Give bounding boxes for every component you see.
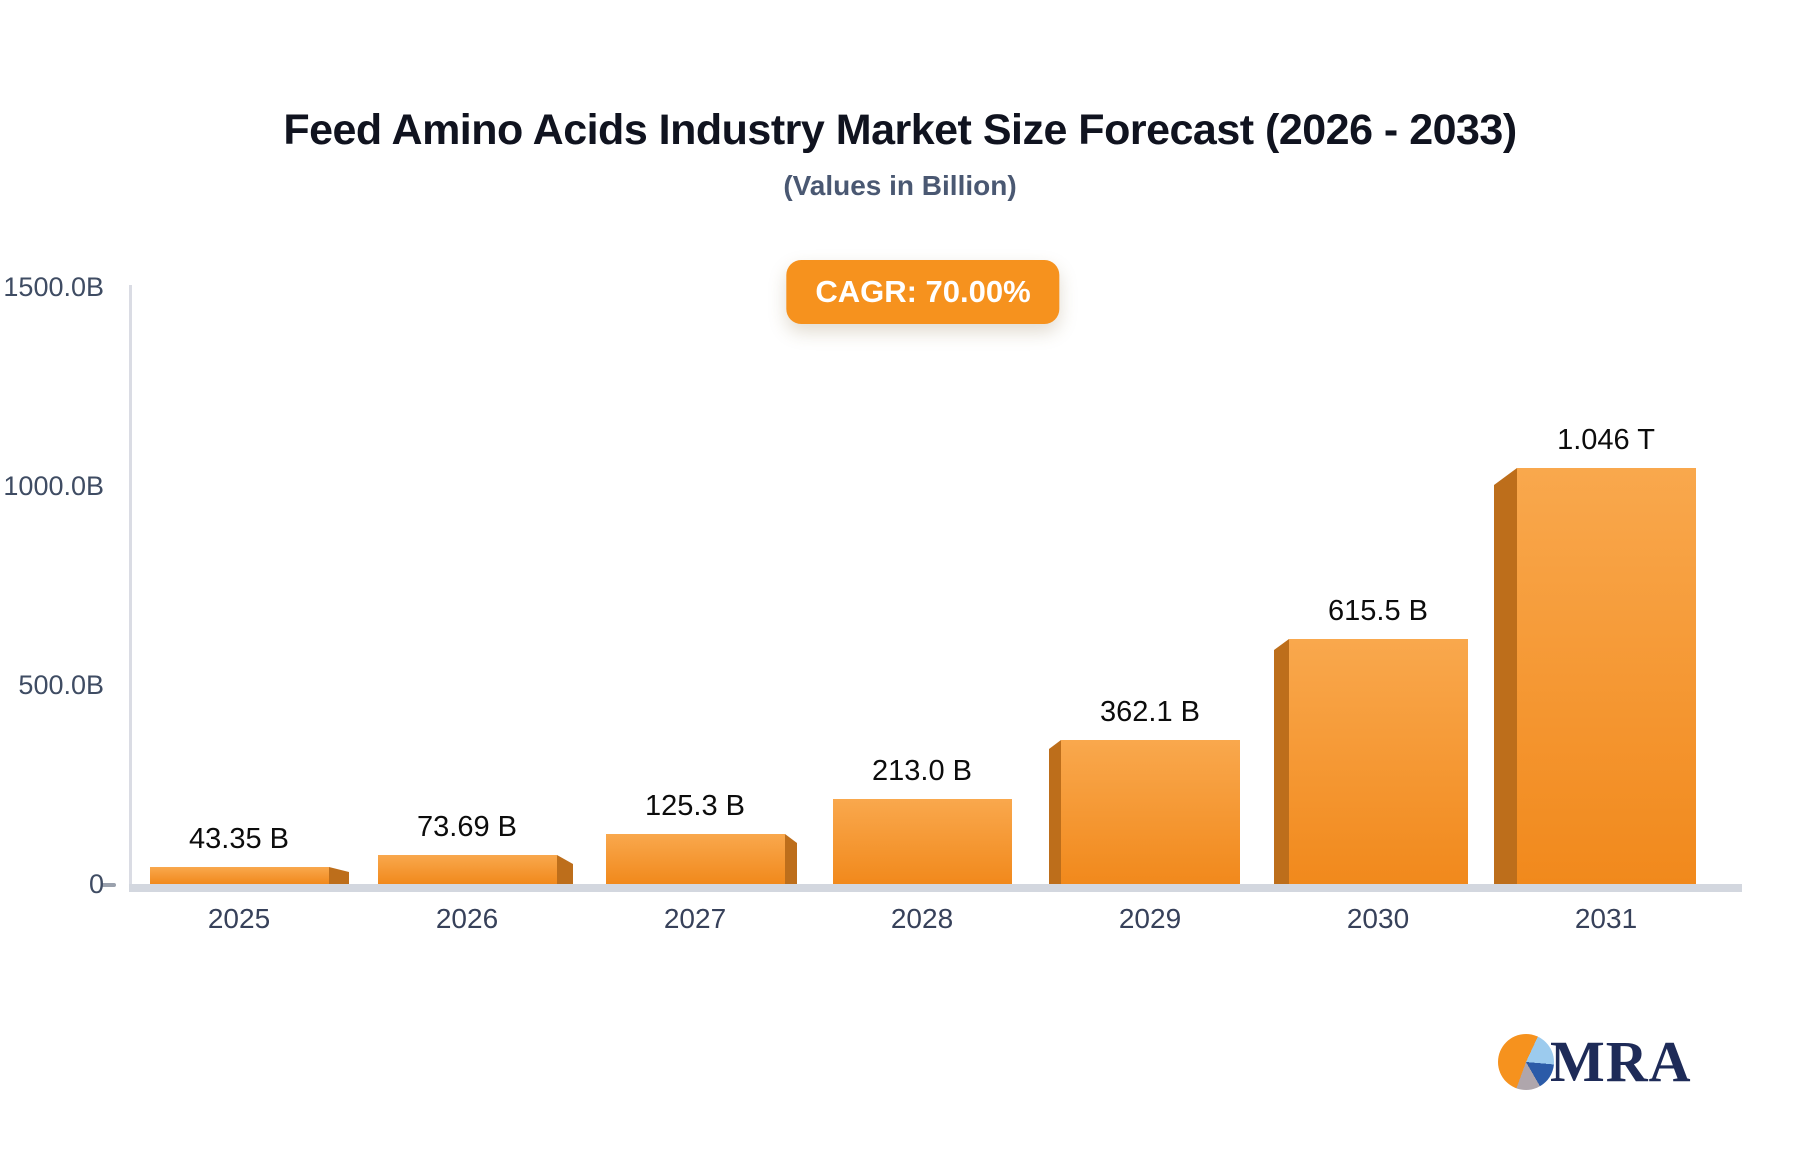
x-axis-label-2028: 2028 [890,903,954,934]
y-axis-label-0: 0 [88,869,104,899]
y-axis-label-1000.0B: 1000.0B [3,471,104,501]
logo-text: MRA [1550,1029,1692,1094]
y-axis-label-500.0B: 500.0B [18,670,104,700]
bar-value-label-2029: 362.1 B [1100,696,1200,728]
bar-value-label-2031: 1.046 T [1557,424,1655,456]
x-axis-baseline [129,884,1742,892]
bar-2030[interactable] [1289,639,1468,884]
chart-subtitle: (Values in Billion) [783,170,1017,201]
x-axis-label-2027: 2027 [663,903,727,934]
bar-side-face-2031 [1494,468,1517,884]
chart-title: Feed Amino Acids Industry Market Size Fo… [283,106,1517,154]
bar-value-label-2030: 615.5 B [1328,595,1428,627]
bar-2029[interactable] [1061,740,1240,884]
bar-side-face-2025 [329,867,349,884]
bar-side-face-2026 [557,855,573,884]
cagr-badge: CAGR: 70.00% [786,260,1060,324]
bar-value-label-2026: 73.69 B [417,811,517,843]
bar-2031[interactable] [1517,468,1696,884]
x-axis-label-2025: 2025 [207,903,271,934]
bar-2026[interactable] [378,855,557,884]
bar-side-face-2030 [1274,639,1289,884]
bar-2028[interactable] [833,799,1012,884]
bar-side-face-2027 [785,834,797,884]
bar-2027[interactable] [606,834,785,884]
zero-tick-mark [101,883,116,887]
x-axis-label-2031: 2031 [1574,903,1638,934]
x-axis-label-2026: 2026 [435,903,499,934]
bar-value-label-2027: 125.3 B [645,790,745,822]
x-axis-label-2029: 2029 [1118,903,1182,934]
bar-value-label-2028: 213.0 B [872,755,972,787]
bar-side-face-2029 [1049,740,1061,884]
mra-logo[interactable]: MRA [1498,1029,1692,1094]
y-axis-line [129,285,132,888]
bar-2025[interactable] [150,867,329,884]
bar-value-label-2025: 43.35 B [189,823,289,855]
y-axis-label-1500.0B: 1500.0B [3,272,104,302]
pie-chart-logo-icon [1498,1034,1554,1090]
x-axis-label-2030: 2030 [1346,903,1410,934]
